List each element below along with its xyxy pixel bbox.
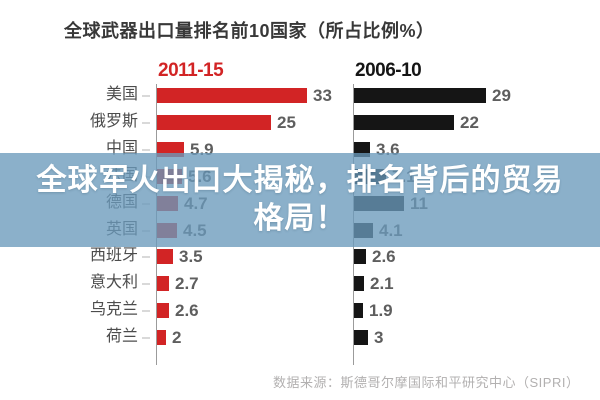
country-label: 意大利 xyxy=(89,274,138,291)
bar-value-2006-10: 3 xyxy=(374,328,384,347)
column-header-2011-15: 2011-15 xyxy=(158,60,224,81)
country-label: 乌克兰 xyxy=(89,301,138,318)
row-leader-tick xyxy=(142,95,150,97)
bar-value-2006-10: 2.6 xyxy=(372,247,396,266)
country-label: 俄罗斯 xyxy=(89,113,138,130)
bar-value-2011-15: 2.7 xyxy=(175,274,199,293)
column-header-2006-10: 2006-10 xyxy=(355,60,422,81)
bar-2011-15 xyxy=(157,276,169,291)
bar-2011-15 xyxy=(157,303,169,318)
bar-value-2011-15: 33 xyxy=(313,86,332,105)
row-leader-tick xyxy=(142,122,150,124)
bar-2011-15 xyxy=(157,88,307,103)
bar-2011-15 xyxy=(157,115,271,130)
country-label: 荷兰 xyxy=(105,328,138,345)
country-label: 中国 xyxy=(105,140,138,157)
bar-2006-10 xyxy=(354,276,364,291)
bar-value-2006-10: 2.1 xyxy=(370,274,394,293)
bar-value-2006-10: 29 xyxy=(492,86,511,105)
bar-value-2011-15: 3.5 xyxy=(179,247,203,266)
bar-2006-10 xyxy=(354,249,366,264)
bar-value-2011-15: 2 xyxy=(172,328,182,347)
chart-title: 全球武器出口量排名前10国家（所占比例%） xyxy=(64,21,435,41)
headline-line-2: 格局！ xyxy=(253,202,347,235)
bar-2011-15 xyxy=(157,249,173,264)
bar-2006-10 xyxy=(354,88,486,103)
country-label: 西班牙 xyxy=(89,247,138,264)
row-leader-tick xyxy=(142,310,150,312)
headline-line-1: 全球军火出口大揭秘，排名背后的贸易 xyxy=(36,164,564,197)
row-leader-tick xyxy=(142,337,150,339)
bar-value-2011-15: 2.6 xyxy=(175,301,199,320)
bar-value-2006-10: 22 xyxy=(460,113,479,132)
bar-2006-10 xyxy=(354,115,454,130)
bar-2006-10 xyxy=(354,330,368,345)
bar-value-2011-15: 25 xyxy=(277,113,296,132)
row-leader-tick xyxy=(142,283,150,285)
row-leader-tick xyxy=(142,256,150,258)
country-label: 美国 xyxy=(105,86,138,103)
row-leader-tick xyxy=(142,149,150,151)
data-source-note: 数据来源：斯德哥尔摩国际和平研究中心（SIPRI） xyxy=(273,375,580,390)
headline-overlay-banner: 全球军火出口大揭秘，排名背后的贸易 格局！ xyxy=(0,153,600,247)
bar-2011-15 xyxy=(157,330,166,345)
bar-value-2006-10: 1.9 xyxy=(369,301,393,320)
bar-2006-10 xyxy=(354,303,363,318)
